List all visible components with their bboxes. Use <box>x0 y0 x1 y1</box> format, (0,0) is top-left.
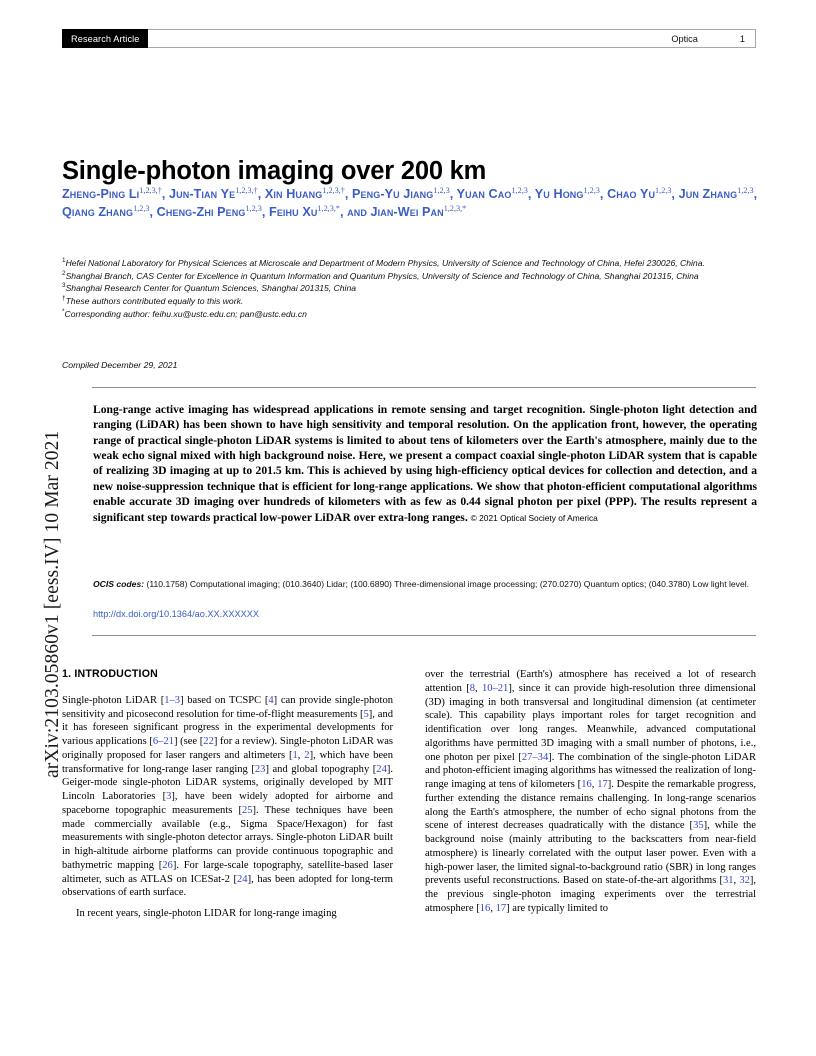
page-number: 1 <box>739 33 745 44</box>
affiliation-list: 1Hefei National Laboratory for Physical … <box>62 257 762 321</box>
abstract-body: Long-range active imaging has widespread… <box>93 403 757 524</box>
affiliation-item: 3Shanghai Research Center for Quantum Sc… <box>62 282 357 294</box>
ocis-codes: OCIS codes: (110.1758) Computational ima… <box>93 578 757 591</box>
left-column: 1. INTRODUCTION Single-photon LiDAR [1–3… <box>62 668 393 998</box>
compiled-date: Compiled December 29, 2021 <box>62 360 178 370</box>
running-header-rule: Optica 1 <box>147 29 756 48</box>
page-title: Single-photon imaging over 200 km <box>62 157 487 186</box>
author-list: Zheng-Ping Li1,2,3,†, Jun-Tian Ye1,2,3,†… <box>62 185 758 219</box>
corresponding-author-note: *Corresponding author: feihu.xu@ustc.edu… <box>62 307 307 319</box>
journal-name: Optica <box>671 33 698 44</box>
article-type-badge: Research Article <box>62 29 148 48</box>
ocis-codes-text: (110.1758) Computational imaging; (010.3… <box>146 579 750 589</box>
paragraph: Single-photon LiDAR [1–3] based on TCSPC… <box>62 694 394 899</box>
arxiv-identifier-stamp: arXiv:2103.05860v1 [eess.IV] 10 Mar 2021 <box>42 430 63 778</box>
paragraph: In recent years, single-photon LIDAR for… <box>76 908 337 920</box>
ocis-label: OCIS codes: <box>93 579 145 589</box>
right-column: over the terrestrial (Earth's) atmospher… <box>425 668 756 998</box>
body-columns: 1. INTRODUCTION Single-photon LiDAR [1–3… <box>62 668 756 998</box>
abstract-bottom-divider <box>92 635 756 636</box>
copyright-notice: © 2021 Optical Society of America <box>470 512 598 523</box>
affiliation-item: 1Hefei National Laboratory for Physical … <box>62 257 705 268</box>
doi-link[interactable]: http://dx.doi.org/10.1364/ao.XX.XXXXXX <box>93 609 259 619</box>
section-heading-introduction: 1. INTRODUCTION <box>62 668 158 680</box>
running-header: Research Article Optica 1 <box>62 29 756 48</box>
abstract-text: Long-range active imaging has widespread… <box>93 402 757 525</box>
equal-contribution-note: †These authors contributed equally to th… <box>62 295 244 307</box>
affiliation-item: 2Shanghai Branch, CAS Center for Excelle… <box>62 269 699 281</box>
paragraph: over the terrestrial (Earth's) atmospher… <box>425 669 757 914</box>
abstract-top-divider <box>92 387 756 388</box>
